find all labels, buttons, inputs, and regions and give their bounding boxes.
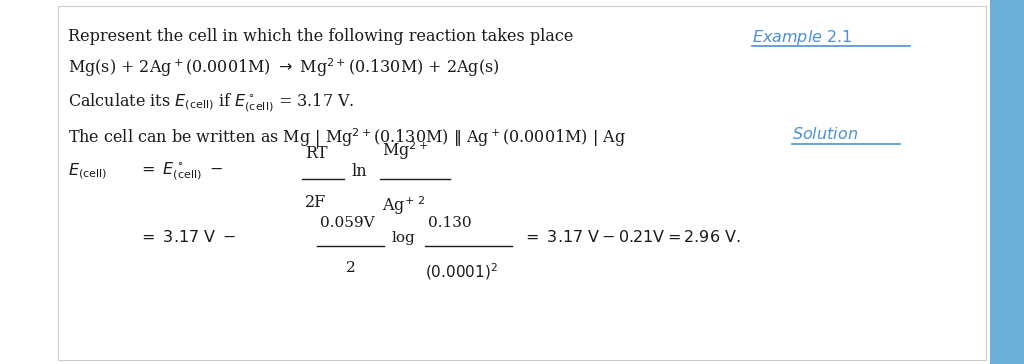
Text: The cell can be written as Mg $|$ Mg$^{2+}$(0.130M) $\|$ Ag$^+$(0.0001M) $|$ Ag: The cell can be written as Mg $|$ Mg$^{2… (68, 126, 626, 149)
Text: $= \ E^\circ_\mathrm{(cell)} \ -$: $= \ E^\circ_\mathrm{(cell)} \ -$ (138, 160, 223, 182)
Text: Mg(s) + 2Ag$^+$(0.0001M) $\rightarrow$ Mg$^{2+}$(0.130M) + 2Ag(s): Mg(s) + 2Ag$^+$(0.0001M) $\rightarrow$ M… (68, 56, 500, 79)
Text: $(0.0001)^2$: $(0.0001)^2$ (425, 261, 498, 282)
Text: Calculate its $E_\mathrm{(cell)}$ if $E^\circ_\mathrm{(cell)}$ = 3.17 V.: Calculate its $E_\mathrm{(cell)}$ if $E^… (68, 92, 354, 114)
Text: 2F: 2F (305, 194, 327, 211)
Text: 0.059V: 0.059V (319, 216, 375, 230)
Text: $\it{Example\ 2.1}$: $\it{Example\ 2.1}$ (752, 28, 853, 47)
Text: 2: 2 (346, 261, 355, 275)
Bar (990, 0, 1024, 364)
Text: ln: ln (352, 162, 368, 179)
Text: $E_\mathrm{(cell)}$: $E_\mathrm{(cell)}$ (68, 161, 108, 181)
Text: $= \ 3.17 \ \mathrm{V} \ -$: $= \ 3.17 \ \mathrm{V} \ -$ (138, 229, 237, 246)
Text: $\it{Solution}$: $\it{Solution}$ (792, 126, 858, 143)
Text: log: log (392, 231, 416, 245)
Text: $= \ 3.17 \ \mathrm{V} - 0.21\mathrm{V} = 2.96 \ \mathrm{V}.$: $= \ 3.17 \ \mathrm{V} - 0.21\mathrm{V} … (522, 229, 740, 246)
Text: 0.130: 0.130 (428, 216, 472, 230)
Text: RT: RT (305, 145, 328, 162)
Text: Ag$^{+\ 2}$: Ag$^{+\ 2}$ (382, 194, 425, 217)
Text: Represent the cell in which the following reaction takes place: Represent the cell in which the followin… (68, 28, 573, 45)
Text: Mg$^{2+}$: Mg$^{2+}$ (382, 139, 428, 162)
